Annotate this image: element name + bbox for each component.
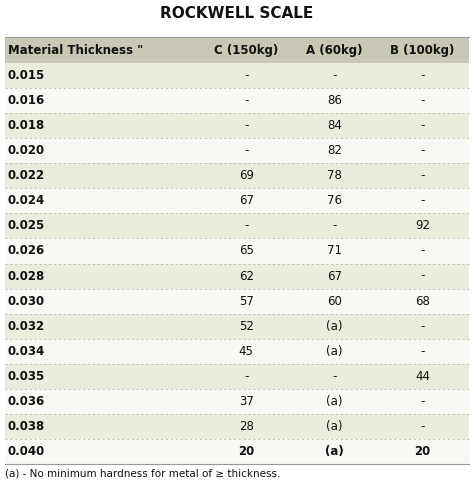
Text: A (60kg): A (60kg) bbox=[306, 43, 363, 56]
Text: -: - bbox=[420, 69, 425, 82]
Text: 78: 78 bbox=[327, 169, 342, 182]
Text: 0.034: 0.034 bbox=[8, 345, 45, 358]
Bar bbox=[5, 288, 469, 314]
Text: -: - bbox=[332, 220, 337, 233]
Bar bbox=[5, 314, 469, 339]
Text: (a): (a) bbox=[326, 420, 343, 433]
Text: -: - bbox=[332, 370, 337, 383]
Text: -: - bbox=[244, 94, 248, 107]
Text: 0.025: 0.025 bbox=[8, 220, 45, 233]
Text: (a): (a) bbox=[326, 395, 343, 408]
Bar bbox=[5, 63, 469, 88]
Text: -: - bbox=[420, 94, 425, 107]
Text: 62: 62 bbox=[239, 269, 254, 282]
Text: -: - bbox=[420, 269, 425, 282]
Text: 82: 82 bbox=[327, 144, 342, 157]
Text: 0.016: 0.016 bbox=[8, 94, 45, 107]
Text: 20: 20 bbox=[238, 445, 255, 458]
Bar bbox=[5, 113, 469, 138]
Bar bbox=[5, 138, 469, 163]
Text: 60: 60 bbox=[327, 294, 342, 307]
Text: 37: 37 bbox=[239, 395, 254, 408]
Text: -: - bbox=[420, 395, 425, 408]
Text: 0.038: 0.038 bbox=[8, 420, 45, 433]
Text: 86: 86 bbox=[327, 94, 342, 107]
Text: 28: 28 bbox=[239, 420, 254, 433]
Bar bbox=[5, 188, 469, 214]
Text: 0.024: 0.024 bbox=[8, 194, 45, 208]
Text: 57: 57 bbox=[239, 294, 254, 307]
Text: -: - bbox=[244, 220, 248, 233]
Text: -: - bbox=[420, 169, 425, 182]
Text: 76: 76 bbox=[327, 194, 342, 208]
Text: B (100kg): B (100kg) bbox=[391, 43, 455, 56]
Text: 0.028: 0.028 bbox=[8, 269, 45, 282]
Text: -: - bbox=[420, 245, 425, 257]
Text: 0.026: 0.026 bbox=[8, 245, 45, 257]
Bar bbox=[5, 163, 469, 188]
Text: 52: 52 bbox=[239, 320, 254, 333]
Text: 0.020: 0.020 bbox=[8, 144, 45, 157]
Text: -: - bbox=[420, 144, 425, 157]
Text: (a) - No minimum hardness for metal of ≥ thickness.: (a) - No minimum hardness for metal of ≥… bbox=[5, 469, 281, 479]
Bar bbox=[5, 389, 469, 414]
Text: -: - bbox=[244, 370, 248, 383]
Text: -: - bbox=[420, 345, 425, 358]
Text: 84: 84 bbox=[327, 119, 342, 132]
Text: 0.030: 0.030 bbox=[8, 294, 45, 307]
Bar bbox=[5, 263, 469, 288]
Text: 0.040: 0.040 bbox=[8, 445, 45, 458]
Text: -: - bbox=[244, 144, 248, 157]
Bar bbox=[5, 88, 469, 113]
Text: 0.036: 0.036 bbox=[8, 395, 45, 408]
Bar bbox=[5, 414, 469, 439]
Bar bbox=[5, 364, 469, 389]
Text: -: - bbox=[420, 320, 425, 333]
Text: 67: 67 bbox=[239, 194, 254, 208]
Text: -: - bbox=[244, 119, 248, 132]
Bar bbox=[5, 339, 469, 364]
Text: -: - bbox=[332, 69, 337, 82]
Text: -: - bbox=[420, 194, 425, 208]
Bar bbox=[5, 239, 469, 263]
Text: 0.022: 0.022 bbox=[8, 169, 45, 182]
Text: (a): (a) bbox=[326, 345, 343, 358]
Text: 0.035: 0.035 bbox=[8, 370, 45, 383]
Text: -: - bbox=[244, 69, 248, 82]
Bar bbox=[5, 439, 469, 464]
Text: Material Thickness ": Material Thickness " bbox=[8, 43, 143, 56]
Text: 67: 67 bbox=[327, 269, 342, 282]
Bar bbox=[5, 37, 469, 63]
Text: 44: 44 bbox=[415, 370, 430, 383]
Text: -: - bbox=[420, 119, 425, 132]
Text: 20: 20 bbox=[414, 445, 431, 458]
Text: (a): (a) bbox=[325, 445, 344, 458]
Text: ROCKWELL SCALE: ROCKWELL SCALE bbox=[160, 6, 314, 21]
Text: 92: 92 bbox=[415, 220, 430, 233]
Text: -: - bbox=[420, 420, 425, 433]
Text: 71: 71 bbox=[327, 245, 342, 257]
Text: 0.032: 0.032 bbox=[8, 320, 45, 333]
Text: 45: 45 bbox=[239, 345, 254, 358]
Bar bbox=[5, 214, 469, 239]
Text: 68: 68 bbox=[415, 294, 430, 307]
Text: (a): (a) bbox=[326, 320, 343, 333]
Text: 65: 65 bbox=[239, 245, 254, 257]
Text: C (150kg): C (150kg) bbox=[214, 43, 278, 56]
Text: 0.018: 0.018 bbox=[8, 119, 45, 132]
Text: 69: 69 bbox=[239, 169, 254, 182]
Text: 0.015: 0.015 bbox=[8, 69, 45, 82]
